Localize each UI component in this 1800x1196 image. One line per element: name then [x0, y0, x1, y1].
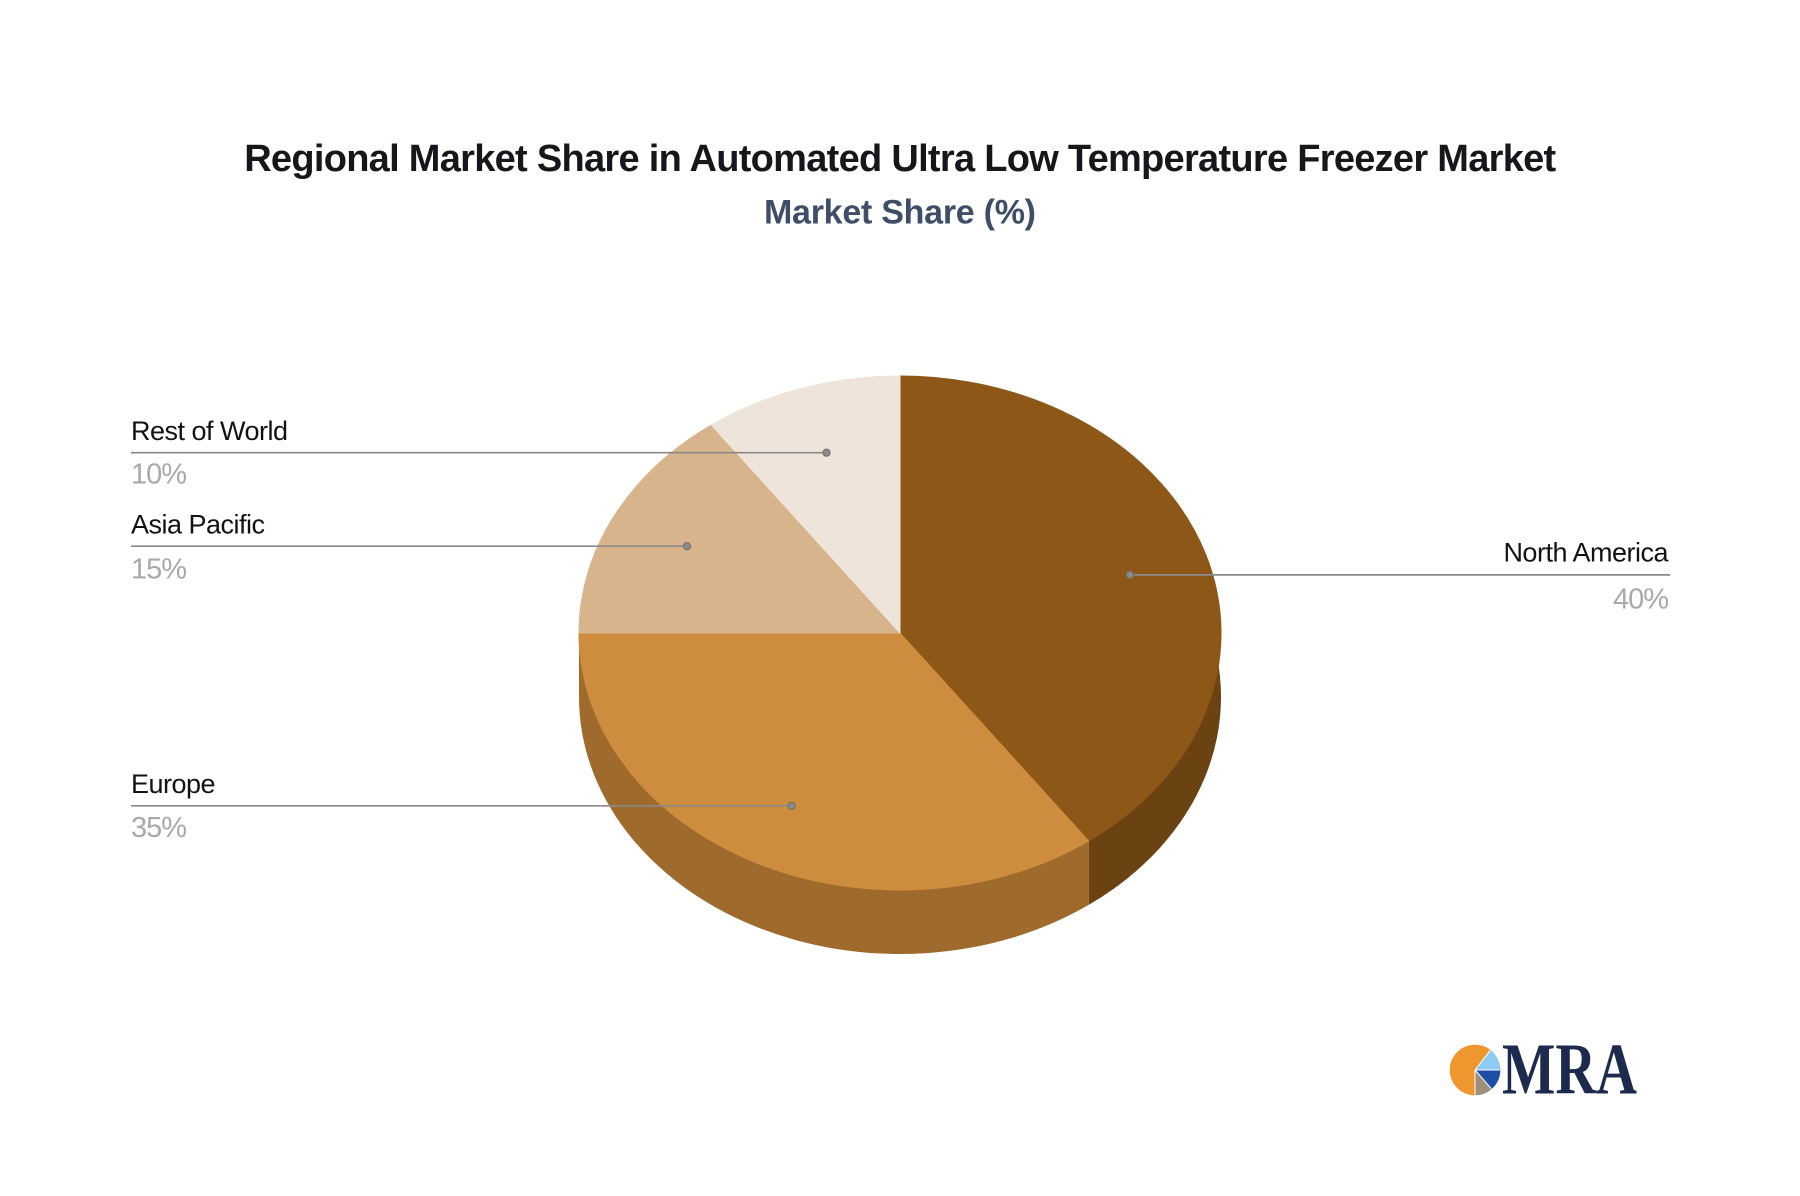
svg-text:Market Share (%): Market Share (%) [764, 193, 1036, 231]
svg-text:10%: 10% [131, 459, 186, 491]
svg-text:Regional Market Share in Autom: Regional Market Share in Automated Ultra… [244, 138, 1556, 180]
svg-text:35%: 35% [131, 812, 186, 844]
svg-text:Rest of World: Rest of World [131, 416, 288, 446]
svg-text:Europe: Europe [131, 769, 215, 799]
svg-text:MRA: MRA [1502, 1028, 1637, 1109]
svg-text:15%: 15% [131, 553, 186, 585]
svg-text:Asia Pacific: Asia Pacific [131, 509, 265, 539]
svg-text:North America: North America [1503, 538, 1669, 568]
svg-text:40%: 40% [1613, 584, 1668, 616]
